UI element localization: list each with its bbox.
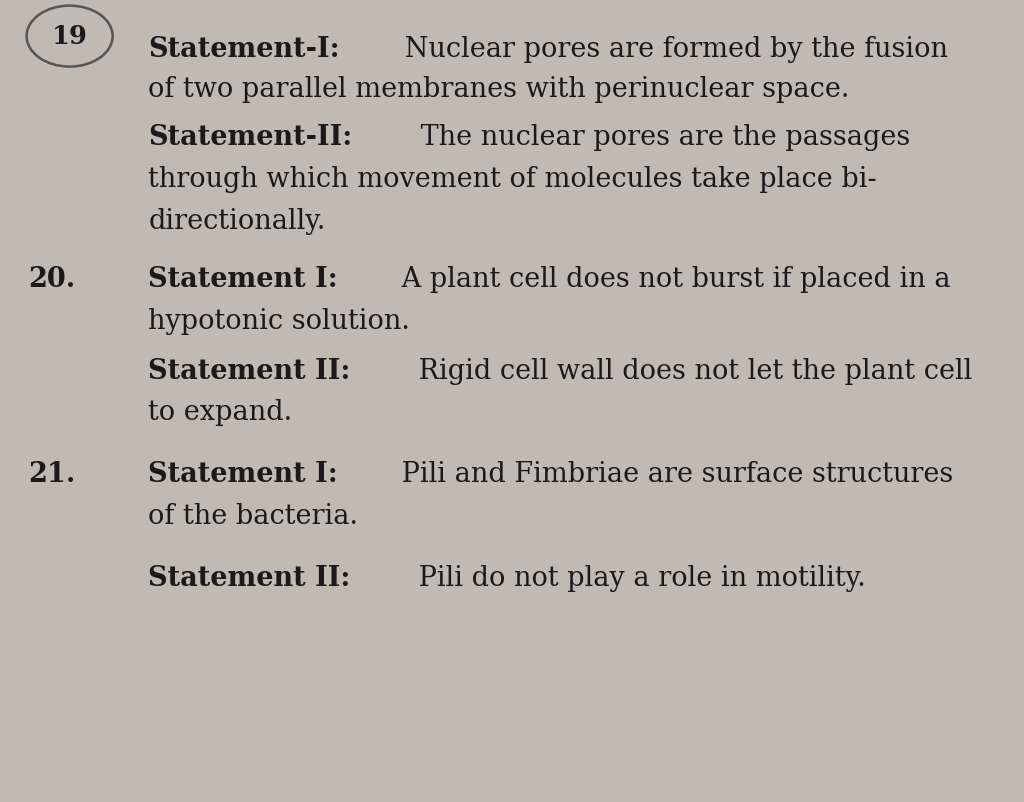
Text: through which movement of molecules take place bi-: through which movement of molecules take…	[148, 166, 878, 193]
Text: hypotonic solution.: hypotonic solution.	[148, 308, 411, 335]
Text: Statement II:: Statement II:	[148, 358, 351, 385]
Text: directionally.: directionally.	[148, 208, 326, 235]
Text: of the bacteria.: of the bacteria.	[148, 503, 358, 530]
Text: Pili do not play a role in motility.: Pili do not play a role in motility.	[410, 565, 865, 593]
Text: A plant cell does not burst if placed in a: A plant cell does not burst if placed in…	[393, 266, 951, 294]
Text: Statement-II:: Statement-II:	[148, 124, 352, 152]
Text: Pili and Fimbriae are surface structures: Pili and Fimbriae are surface structures	[393, 461, 953, 488]
Text: 20.: 20.	[29, 266, 76, 294]
Text: 21.: 21.	[29, 461, 76, 488]
Text: Statement-I:: Statement-I:	[148, 36, 340, 63]
Text: Rigid cell wall does not let the plant cell: Rigid cell wall does not let the plant c…	[410, 358, 972, 385]
Text: to expand.: to expand.	[148, 399, 293, 427]
Text: 19: 19	[51, 23, 88, 49]
Text: Statement I:: Statement I:	[148, 266, 338, 294]
Text: Statement I:: Statement I:	[148, 461, 338, 488]
Text: Statement II:: Statement II:	[148, 565, 351, 593]
Text: The nuclear pores are the passages: The nuclear pores are the passages	[412, 124, 910, 152]
Text: of two parallel membranes with perinuclear space.: of two parallel membranes with perinucle…	[148, 76, 850, 103]
Text: Nuclear pores are formed by the fusion: Nuclear pores are formed by the fusion	[395, 36, 948, 63]
